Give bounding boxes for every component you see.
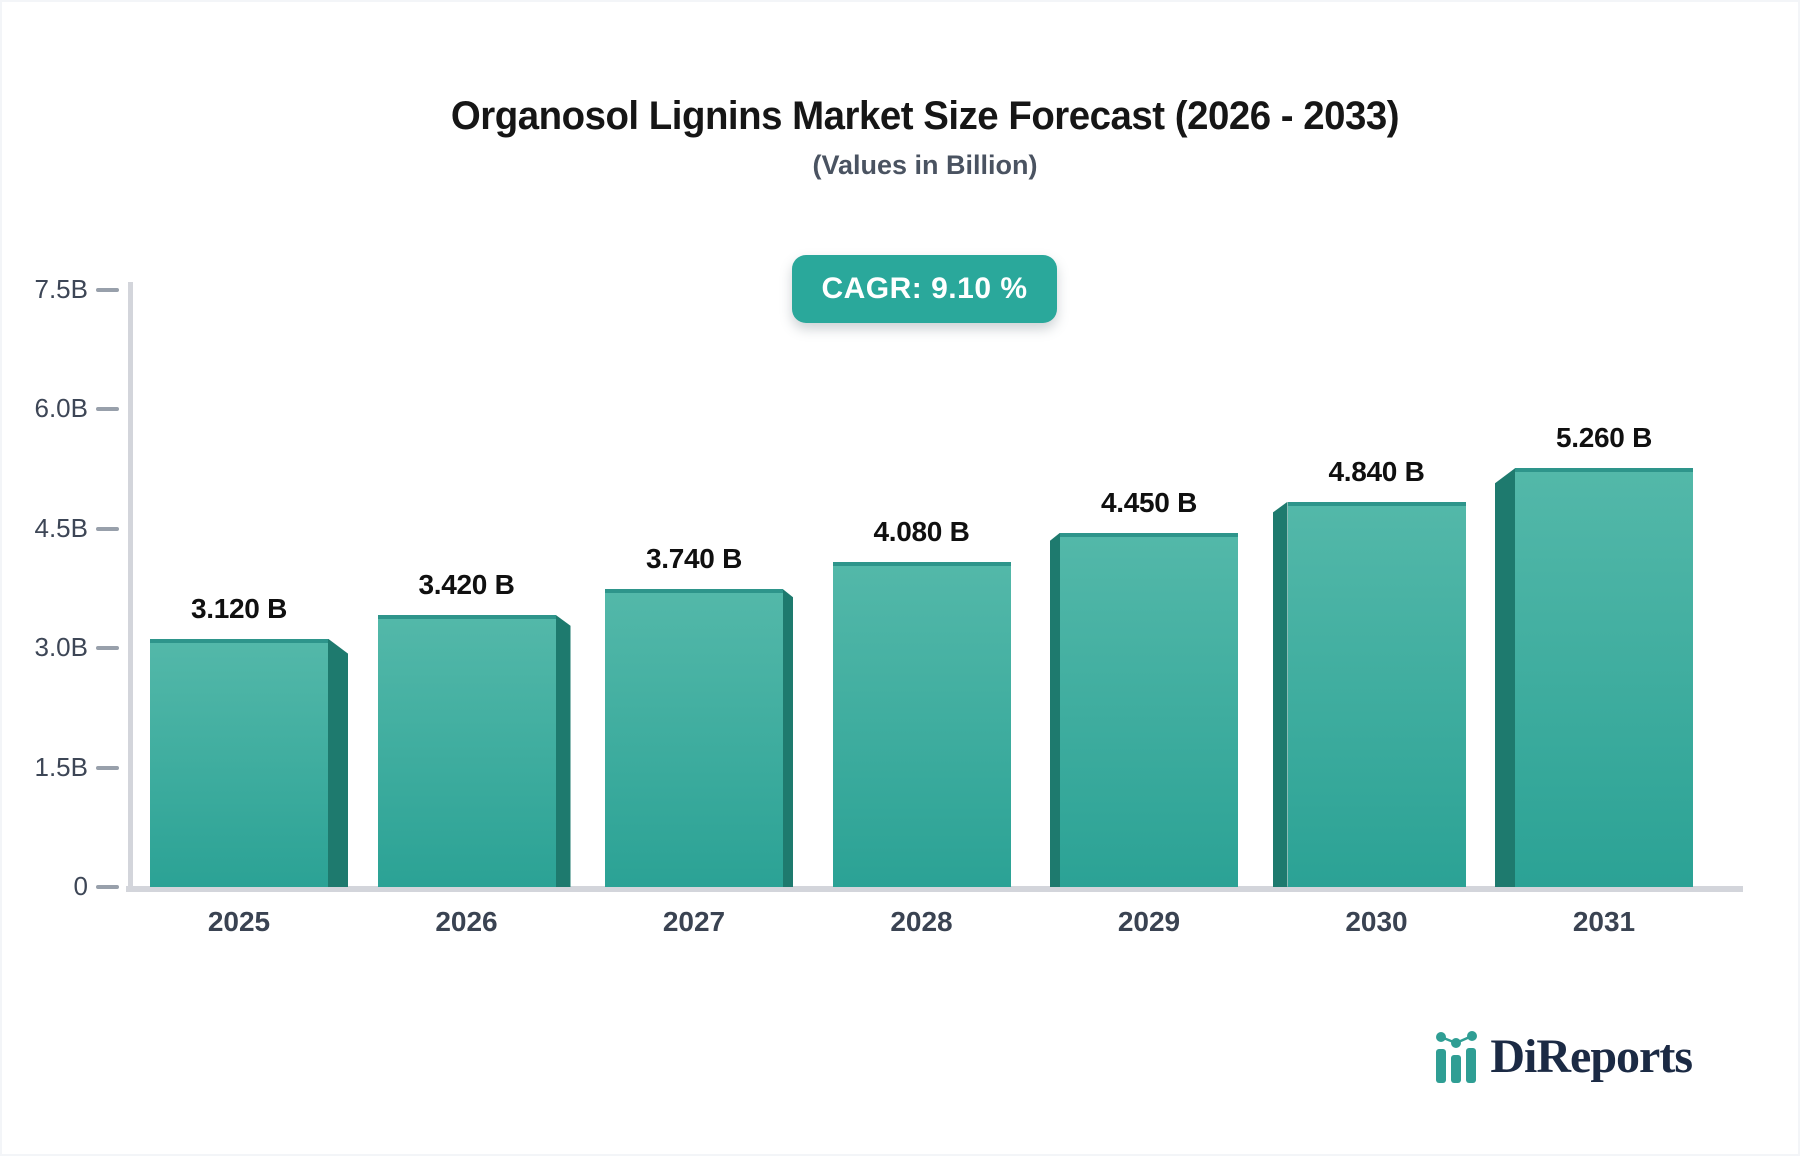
- bar-side-panel: [328, 638, 348, 887]
- chart-subtitle: (Values in Billion): [812, 150, 1038, 180]
- bar-side-panel: [1050, 532, 1060, 887]
- y-axis-tick-dash: [96, 765, 119, 770]
- bar: [1060, 532, 1238, 887]
- y-axis-tick-label: 1.5B: [34, 751, 89, 782]
- y-axis-tick-label: 3.0B: [34, 632, 89, 663]
- bar-side-panel: [1272, 501, 1288, 887]
- y-axis-tick-dash: [96, 646, 119, 651]
- bar: [832, 562, 1011, 887]
- y-axis-tick-label: 4.5B: [34, 512, 89, 543]
- y-axis-tick-dash: [96, 288, 119, 292]
- brand-logo[interactable]: DiReports: [1434, 1024, 1693, 1088]
- bar: [605, 589, 783, 887]
- x-axis-label: 2031: [1572, 906, 1636, 937]
- bar-value-label: 4.450 B: [1101, 486, 1197, 518]
- y-axis-tick-dash: [96, 407, 119, 412]
- bar-value-label: 4.080 B: [873, 516, 970, 548]
- bar-side-panel: [783, 589, 793, 887]
- bar-side-panel: [555, 614, 571, 887]
- bar: [1287, 501, 1466, 887]
- bar-side-panel: [1495, 468, 1515, 887]
- x-axis-label: 2030: [1345, 906, 1408, 937]
- y-axis-tick-label: 0: [73, 871, 88, 901]
- bar-value-label: 3.420 B: [418, 568, 515, 600]
- bar-value-label: 3.740 B: [646, 543, 742, 575]
- bar: [1515, 468, 1693, 887]
- bar: [150, 638, 328, 887]
- bar-value-label: 3.120 B: [191, 592, 287, 624]
- y-axis-line: [128, 282, 133, 890]
- bar-value-label: 4.840 B: [1328, 455, 1425, 487]
- x-axis-label: 2029: [1117, 906, 1181, 937]
- y-axis-tick-dash: [96, 526, 119, 531]
- x-axis-label: 2026: [435, 906, 498, 937]
- x-axis-label: 2025: [207, 906, 271, 937]
- chart-title: Organosol Lignins Market Size Forecast (…: [450, 94, 1400, 138]
- cagr-badge: CAGR: 9.10 %: [792, 255, 1057, 323]
- brand-logo-text: DiReports: [1490, 1029, 1693, 1083]
- x-axis-label: 2028: [890, 906, 953, 937]
- bar: [377, 614, 556, 887]
- bar-value-label: 5.260 B: [1556, 422, 1652, 454]
- y-axis-tick-dash: [96, 885, 119, 889]
- y-axis-tick-label: 7.5B: [34, 274, 89, 304]
- x-axis-line: [126, 886, 1743, 892]
- cagr-badge-label: CAGR: 9.10 %: [821, 272, 1028, 305]
- x-axis-label: 2027: [662, 906, 726, 937]
- mini-bar-chart-icon: [1434, 1029, 1480, 1083]
- y-axis-tick-label: 6.0B: [34, 393, 89, 424]
